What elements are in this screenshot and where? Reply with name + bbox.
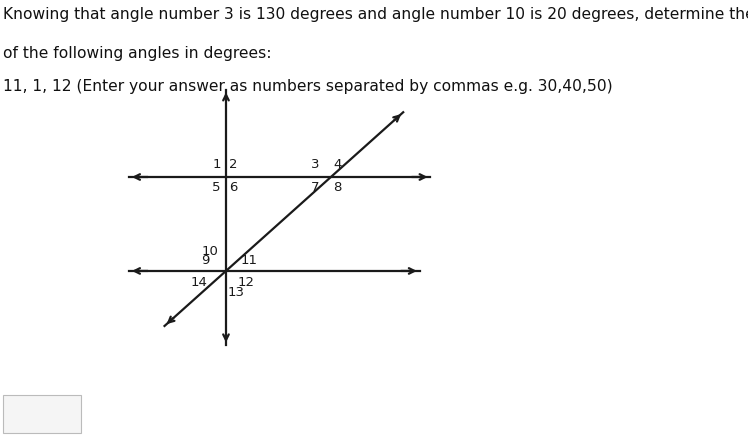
- Text: 12: 12: [238, 276, 255, 289]
- Text: 9: 9: [201, 254, 209, 267]
- Text: 13: 13: [227, 286, 244, 299]
- Text: 4: 4: [333, 158, 341, 171]
- Text: 3: 3: [310, 158, 319, 171]
- Text: 11, 1, 12 (Enter your answer as numbers separated by commas e.g. 30,40,50): 11, 1, 12 (Enter your answer as numbers …: [3, 79, 613, 94]
- Text: 7: 7: [310, 181, 319, 194]
- Text: 1: 1: [212, 158, 221, 171]
- Text: 2: 2: [229, 158, 238, 171]
- Text: 14: 14: [190, 276, 207, 289]
- FancyBboxPatch shape: [3, 395, 81, 433]
- Text: 5: 5: [212, 181, 221, 194]
- Text: 11: 11: [240, 254, 257, 267]
- Text: 6: 6: [229, 181, 238, 194]
- Text: 8: 8: [333, 181, 341, 194]
- Text: of the following angles in degrees:: of the following angles in degrees:: [3, 46, 272, 61]
- Text: 10: 10: [202, 246, 219, 258]
- Text: Knowing that angle number 3 is 130 degrees and angle number 10 is 20 degrees, de: Knowing that angle number 3 is 130 degre…: [3, 7, 748, 21]
